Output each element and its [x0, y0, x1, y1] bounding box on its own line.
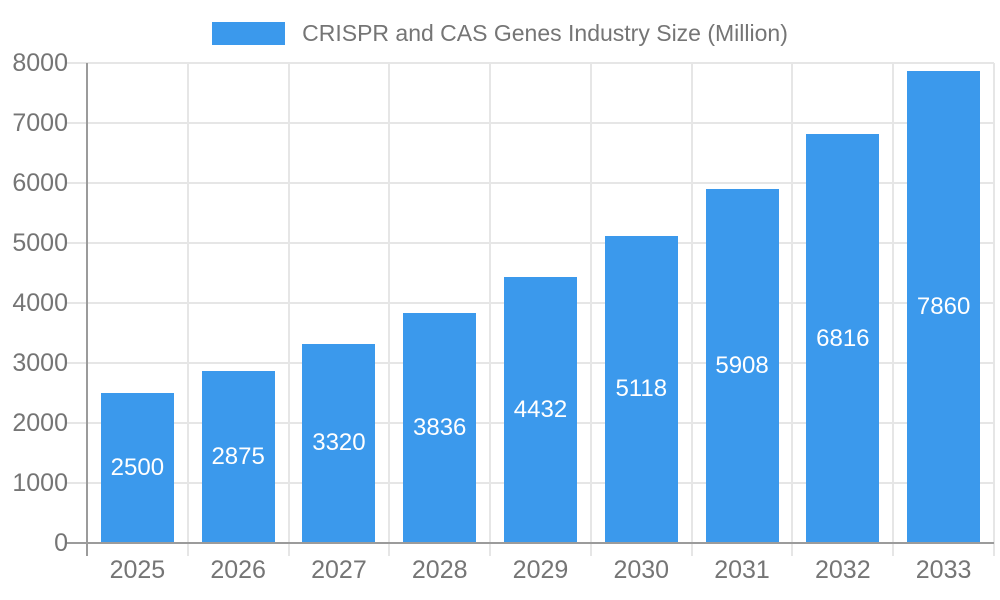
x-tick-label: 2025	[109, 556, 166, 584]
y-axis-line	[86, 63, 88, 556]
bar-value-label: 6816	[816, 324, 870, 352]
x-gridline	[388, 63, 391, 556]
y-gridline	[67, 182, 994, 184]
x-gridline	[892, 63, 895, 556]
bar-2032[interactable]: 6816	[806, 134, 880, 543]
bar-value-label: 4432	[513, 396, 568, 424]
x-gridline	[791, 63, 794, 556]
plot-area: 0 1000 2000 3000 4000 5000 6000 7000 8000 2500 202…	[12, 49, 995, 584]
bar-value-label: 3320	[312, 429, 366, 457]
y-gridline	[67, 122, 994, 124]
y-tick-label: 5000	[12, 229, 68, 257]
y-tick-label: 6000	[12, 169, 68, 197]
x-tick-label: 2030	[613, 556, 670, 584]
y-tick-label: 7000	[12, 109, 68, 137]
y-tick-label: 1000	[12, 469, 68, 497]
bar-value-label: 7860	[916, 293, 971, 321]
x-gridline	[489, 63, 492, 556]
bar-value-label: 2500	[110, 454, 165, 481]
y-tick-label: 3000	[12, 349, 68, 377]
x-tick-label: 2032	[815, 556, 871, 584]
y-tick-label: 8000	[12, 49, 68, 77]
x-gridline	[589, 63, 592, 556]
x-axis-line	[67, 542, 994, 544]
x-tick-label: 2033	[915, 556, 972, 584]
x-gridline	[993, 63, 995, 556]
x-tick-label: 2026	[210, 556, 266, 584]
bar-2033[interactable]: 7860	[907, 71, 981, 543]
x-tick-label: 2031	[714, 556, 770, 584]
x-tick-label: 2027	[311, 556, 367, 584]
bar-value-label: 5118	[615, 375, 668, 403]
legend[interactable]: CRISPR and CAS Genes Industry Size (Mill…	[0, 20, 1000, 47]
y-gridline	[67, 242, 994, 244]
y-tick-label: 0	[54, 529, 68, 557]
bar-2027[interactable]: 3320	[302, 343, 376, 543]
x-tick-label: 2028	[411, 556, 468, 584]
bar-2029[interactable]: 4432	[504, 277, 577, 543]
legend-series-label: CRISPR and CAS Genes Industry Size (Mill…	[302, 20, 788, 46]
y-gridline	[67, 62, 994, 64]
x-gridline	[287, 63, 290, 556]
bar-2026[interactable]: 2875	[201, 370, 275, 543]
bar-value-label: 2875	[211, 442, 265, 470]
x-tick-label: 2029	[512, 556, 569, 584]
bar-2030[interactable]: 5118	[604, 235, 678, 543]
bar-2028[interactable]: 3836	[403, 312, 477, 543]
bar-2031[interactable]: 5908	[705, 188, 779, 543]
bar-2025[interactable]: 2500	[100, 393, 174, 543]
x-gridline	[186, 63, 189, 556]
legend-color-swatch	[212, 22, 286, 45]
bar-value-label: 5908	[715, 351, 769, 379]
y-tick-label: 4000	[12, 289, 68, 317]
bar-value-label: 3836	[413, 413, 467, 441]
x-gridline	[690, 63, 693, 556]
y-tick-label: 2000	[12, 409, 68, 437]
